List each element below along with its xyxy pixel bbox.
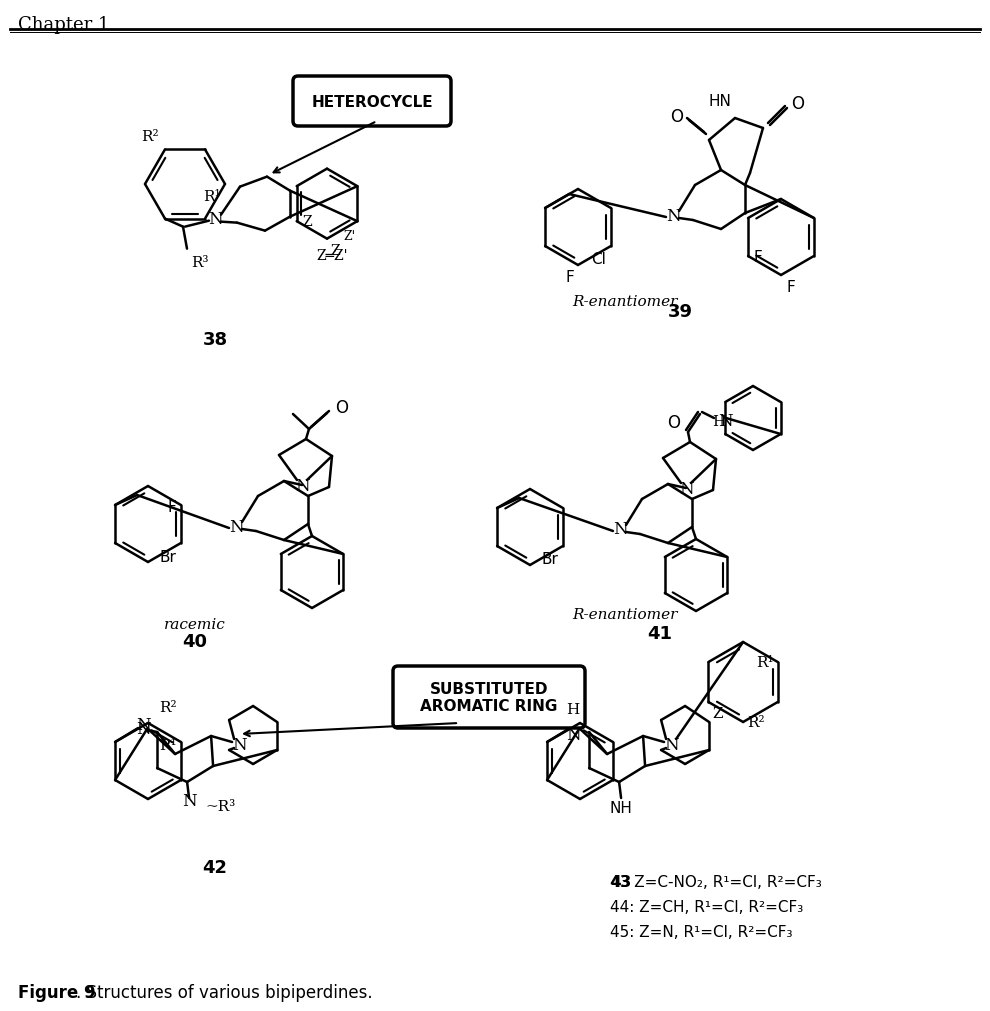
Text: 44: Z=CH, R¹=Cl, R²=CF₃: 44: Z=CH, R¹=Cl, R²=CF₃ <box>610 899 803 914</box>
Text: Chapter 1: Chapter 1 <box>18 16 110 34</box>
Text: F: F <box>753 250 762 264</box>
Text: Br: Br <box>159 549 176 564</box>
Text: SUBSTITUTED
AROMATIC RING: SUBSTITUTED AROMATIC RING <box>421 681 557 714</box>
Text: R¹: R¹ <box>756 655 774 669</box>
Text: 38: 38 <box>202 331 228 349</box>
Text: O: O <box>335 398 348 417</box>
Text: O: O <box>670 108 683 126</box>
Text: R-enantiomer: R-enantiomer <box>572 608 678 622</box>
Text: R-enantiomer: R-enantiomer <box>572 295 678 308</box>
Text: Z: Z <box>330 244 340 258</box>
Text: N: N <box>182 792 196 809</box>
Text: R²: R² <box>747 716 764 729</box>
Text: O: O <box>791 95 804 113</box>
Text: 42: 42 <box>203 858 228 877</box>
Text: 45: Z=N, R¹=Cl, R²=CF₃: 45: Z=N, R¹=Cl, R²=CF₃ <box>610 924 793 939</box>
Text: N: N <box>295 477 309 494</box>
Text: ~R³: ~R³ <box>205 800 236 813</box>
Text: N: N <box>208 211 223 227</box>
Text: F: F <box>565 270 574 285</box>
Text: HETEROCYCLE: HETEROCYCLE <box>311 94 433 109</box>
Text: N: N <box>665 207 680 224</box>
FancyBboxPatch shape <box>393 666 585 728</box>
Text: racemic: racemic <box>164 618 226 632</box>
Text: 40: 40 <box>182 632 208 650</box>
Text: . Structures of various bipiperdines.: . Structures of various bipiperdines. <box>76 983 372 1001</box>
Text: N: N <box>718 412 733 429</box>
Text: 43 Z=C-NO₂, R¹=Cl, R²=CF₃: 43 Z=C-NO₂, R¹=Cl, R²=CF₃ <box>610 875 822 889</box>
Text: R²: R² <box>142 130 159 145</box>
Text: N: N <box>136 720 150 737</box>
Text: Z: Z <box>713 707 723 720</box>
FancyBboxPatch shape <box>293 77 451 126</box>
Text: HN: HN <box>708 94 731 109</box>
Text: R²: R² <box>159 701 177 715</box>
Text: Cl: Cl <box>591 252 606 267</box>
Text: R³: R³ <box>191 256 209 269</box>
Text: F: F <box>167 500 176 515</box>
Text: N: N <box>613 521 628 538</box>
Text: N: N <box>663 736 678 753</box>
Text: Z: Z <box>303 215 312 228</box>
Text: N: N <box>679 480 693 497</box>
Text: Figure 9: Figure 9 <box>18 983 96 1001</box>
Text: H: H <box>712 415 726 429</box>
Text: F: F <box>786 280 795 295</box>
Text: NH: NH <box>610 801 633 815</box>
Text: 39: 39 <box>667 302 692 320</box>
Text: 41: 41 <box>647 625 672 642</box>
Text: Z═Z': Z═Z' <box>316 249 347 263</box>
Text: N: N <box>232 736 247 753</box>
Text: N: N <box>229 518 244 535</box>
Text: Z': Z' <box>344 229 355 243</box>
Text: N: N <box>136 716 150 733</box>
Text: R¹: R¹ <box>159 738 177 752</box>
Text: Br: Br <box>541 551 558 566</box>
Text: O: O <box>667 413 680 432</box>
Text: 43: 43 <box>610 875 632 889</box>
Text: H: H <box>566 703 580 716</box>
Text: R¹: R¹ <box>203 190 221 204</box>
Text: N: N <box>565 726 580 743</box>
